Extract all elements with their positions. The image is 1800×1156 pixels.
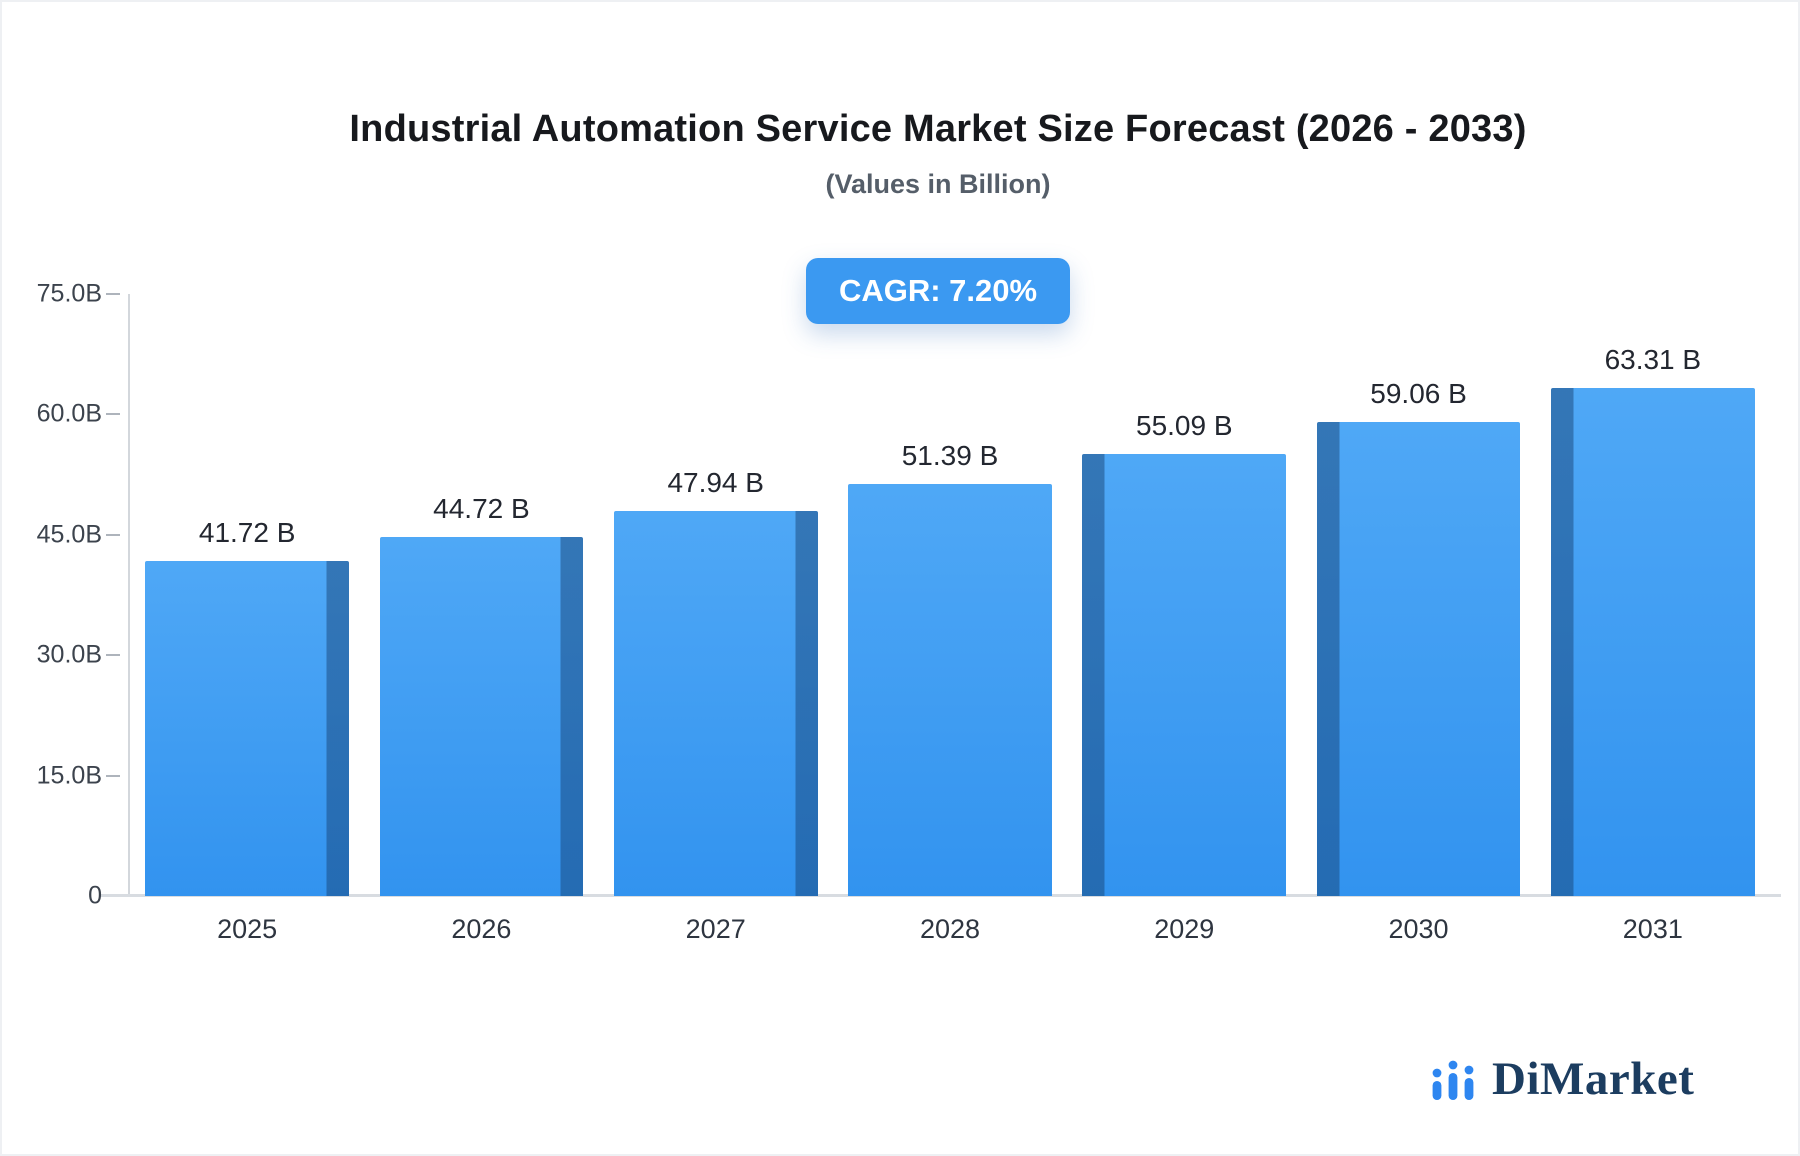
bar-cell: 59.06 B	[1301, 294, 1535, 896]
y-tick-label: 60.0B	[36, 399, 102, 428]
bar-cell: 51.39 B	[833, 294, 1067, 896]
bar-chart-icon	[1432, 1060, 1474, 1100]
y-tick-mark	[106, 774, 120, 777]
bar-value-label: 44.72 B	[433, 493, 530, 525]
bar-value-label: 51.39 B	[901, 439, 999, 471]
bars-row: 41.72 B 44.72 B 47.94 B 51.39 B 55.09 B 59.06…	[130, 294, 1770, 896]
bar-cell: 44.72 B	[364, 294, 598, 896]
bar	[145, 561, 350, 896]
cagr-badge-container: CAGR: 7.20%	[128, 258, 1748, 324]
bar	[848, 483, 1052, 896]
bar-cell: 63.31 B	[1536, 294, 1770, 896]
y-tick-mark	[106, 533, 120, 536]
bar-value-label: 41.72 B	[198, 517, 296, 549]
bar-value-label: 59.06 B	[1370, 377, 1467, 409]
y-tick-label: 45.0B	[36, 520, 102, 549]
bar-value-label: 63.31 B	[1604, 343, 1702, 375]
x-axis-label: 2025	[217, 914, 278, 944]
x-axis-label: 2027	[685, 914, 746, 944]
y-tick-mark	[106, 654, 120, 657]
x-axis-label: 2030	[1388, 914, 1449, 944]
bar-cell: 41.72 B	[130, 294, 364, 896]
y-tick-label: 75.0B	[36, 279, 102, 308]
logo-text: DiMarket	[1492, 1053, 1695, 1105]
bar	[613, 511, 818, 896]
bar-chart: 41.72 B 44.72 B 47.94 B 51.39 B 55.09 B 59.06…	[37, 280, 1781, 944]
dimarket-logo: DiMarket	[1428, 1052, 1694, 1106]
bar-value-label: 55.09 B	[1136, 409, 1233, 441]
y-tick-mark	[106, 293, 120, 295]
y-tick-mark	[106, 413, 120, 416]
bar	[1316, 421, 1521, 896]
cagr-badge: CAGR: 7.20%	[805, 258, 1071, 324]
bar	[1082, 453, 1287, 896]
x-axis-labels: 2025 2026 2027 2028 2029 2030 2031	[130, 914, 1770, 945]
y-tick-label: 0	[88, 881, 102, 910]
bar	[1550, 387, 1755, 896]
y-tick-label: 30.0B	[36, 640, 102, 669]
bar-value-label: 47.94 B	[667, 467, 764, 499]
bar	[379, 537, 584, 896]
chart-title: Industrial Automation Service Market Siz…	[349, 108, 1527, 150]
bar-cell: 47.94 B	[599, 294, 833, 896]
x-axis-label: 2028	[919, 914, 981, 944]
plot-area: 41.72 B 44.72 B 47.94 B 51.39 B 55.09 B 59.06…	[37, 280, 1781, 910]
chart-subtitle: (Values in Billion)	[825, 169, 1051, 199]
bar-cell: 55.09 B	[1067, 294, 1301, 896]
y-tick-label: 15.0B	[36, 761, 102, 790]
x-axis-label: 2029	[1154, 914, 1215, 944]
x-axis-label: 2031	[1622, 914, 1683, 944]
chart-header: Industrial Automation Service Market Siz…	[128, 108, 1748, 200]
y-axis-line	[128, 294, 130, 896]
x-axis-label: 2026	[451, 914, 512, 944]
